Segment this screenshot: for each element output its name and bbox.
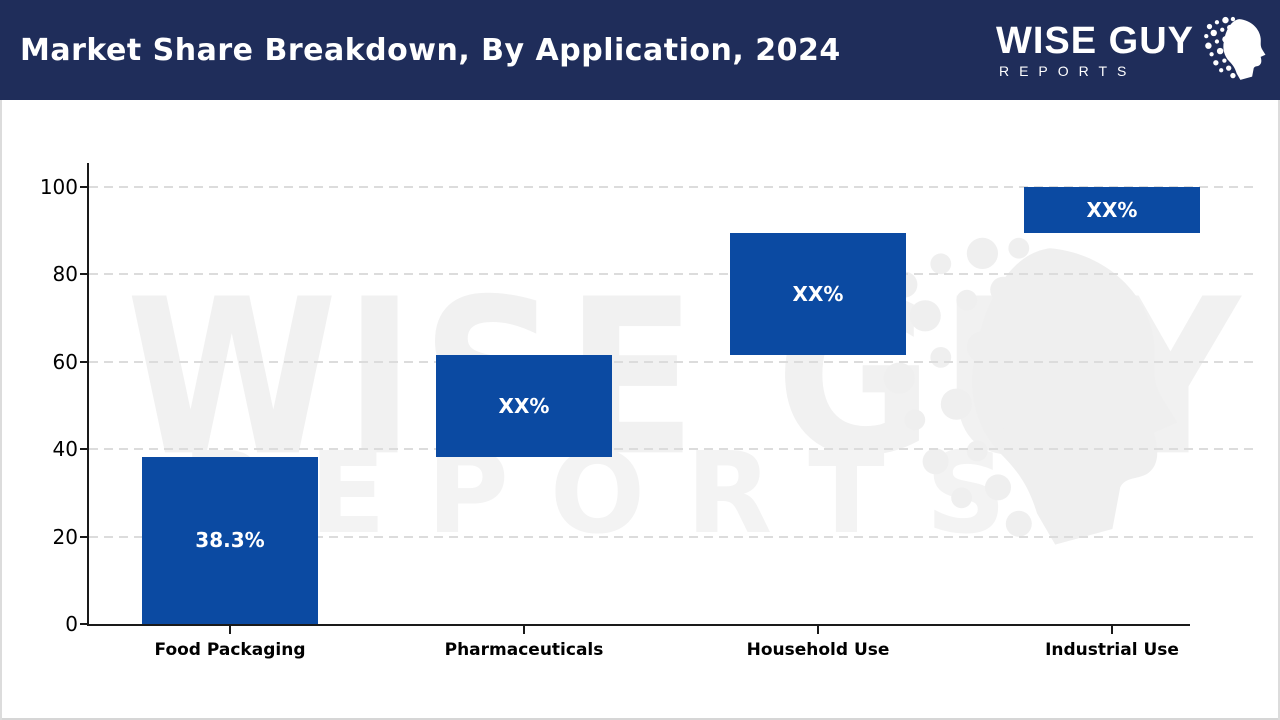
x-axis-tick [229, 626, 231, 634]
y-axis-line [87, 163, 89, 626]
y-axis-tick-label: 100 [39, 175, 78, 199]
x-axis-tick [523, 626, 525, 634]
logo-brand-subtitle: REPORTS [998, 62, 1137, 79]
bar-segment: 38.3% [142, 456, 318, 624]
logo-brand-name: WISE GUY [995, 19, 1194, 62]
y-axis-tick [80, 623, 88, 625]
y-axis-tick [80, 535, 88, 538]
y-axis-tick-label: 40 [52, 437, 78, 462]
y-axis-tick [80, 360, 88, 363]
x-axis-line [87, 624, 1190, 626]
logo-text: WISE GUY REPORTS [996, 22, 1194, 79]
head-profile-dots-icon [1202, 14, 1266, 86]
y-axis-tick-label: 0 [65, 612, 78, 636]
bar-segment: XX% [1024, 187, 1200, 233]
x-axis-tick [817, 626, 819, 634]
y-gridline [89, 186, 1256, 188]
x-axis-tick [1111, 626, 1113, 634]
y-axis-tick [80, 448, 88, 451]
x-axis-category-label: Industrial Use [1045, 640, 1179, 660]
wise-guy-reports-logo: WISE GUY REPORTS [996, 14, 1280, 86]
chart-title: Market Share Breakdown, By Application, … [20, 32, 841, 68]
bar-segment: XX% [436, 355, 612, 457]
y-gridline [89, 273, 1256, 276]
header-bar: Market Share Breakdown, By Application, … [0, 0, 1280, 100]
bar-segment: XX% [730, 232, 906, 356]
y-axis-tick-label: 20 [52, 524, 78, 549]
x-axis-category-label: Food Packaging [154, 640, 306, 660]
y-axis-tick-label: 60 [52, 349, 78, 374]
x-axis-category-label: Household Use [746, 640, 890, 660]
bar-value-label: XX% [1086, 197, 1138, 222]
y-axis-tick [80, 273, 88, 276]
y-axis-tick [80, 186, 88, 188]
bar-value-label: XX% [792, 282, 844, 307]
y-axis-tick-label: 80 [52, 262, 78, 287]
bar-value-label: 38.3% [195, 528, 265, 553]
y-gridline [89, 535, 1256, 538]
bar-value-label: XX% [498, 393, 550, 418]
x-axis-category-label: Pharmaceuticals [444, 640, 604, 660]
y-gridline [89, 360, 1256, 363]
y-gridline [89, 448, 1256, 451]
